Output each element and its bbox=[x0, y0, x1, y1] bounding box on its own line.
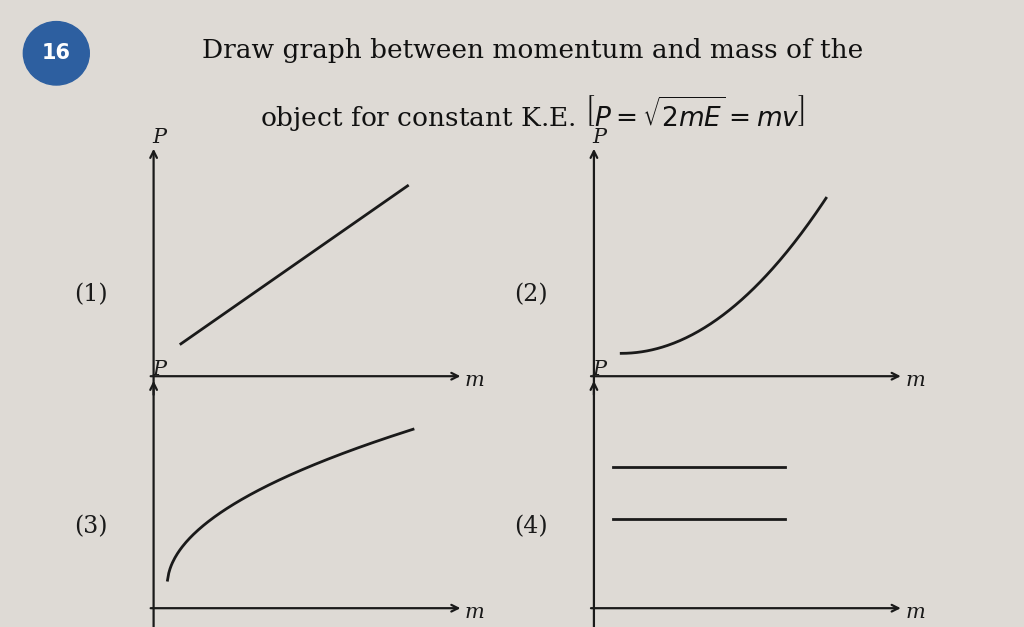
Circle shape bbox=[24, 21, 89, 85]
Text: m: m bbox=[905, 603, 925, 622]
Text: m: m bbox=[465, 371, 484, 390]
Text: m: m bbox=[905, 371, 925, 390]
Text: Draw graph between momentum and mass of the: Draw graph between momentum and mass of … bbox=[202, 38, 863, 63]
Text: (1): (1) bbox=[74, 283, 108, 307]
Text: object for constant K.E. $\left[P=\sqrt{2mE}=mv\right]$: object for constant K.E. $\left[P=\sqrt{… bbox=[260, 93, 805, 133]
Text: (3): (3) bbox=[74, 515, 108, 539]
Text: (2): (2) bbox=[514, 283, 548, 307]
Text: P: P bbox=[153, 128, 166, 147]
Text: m: m bbox=[465, 603, 484, 622]
Text: P: P bbox=[593, 128, 606, 147]
Text: P: P bbox=[153, 360, 166, 379]
Text: 16: 16 bbox=[42, 43, 71, 63]
Text: P: P bbox=[593, 360, 606, 379]
Text: (4): (4) bbox=[514, 515, 548, 539]
